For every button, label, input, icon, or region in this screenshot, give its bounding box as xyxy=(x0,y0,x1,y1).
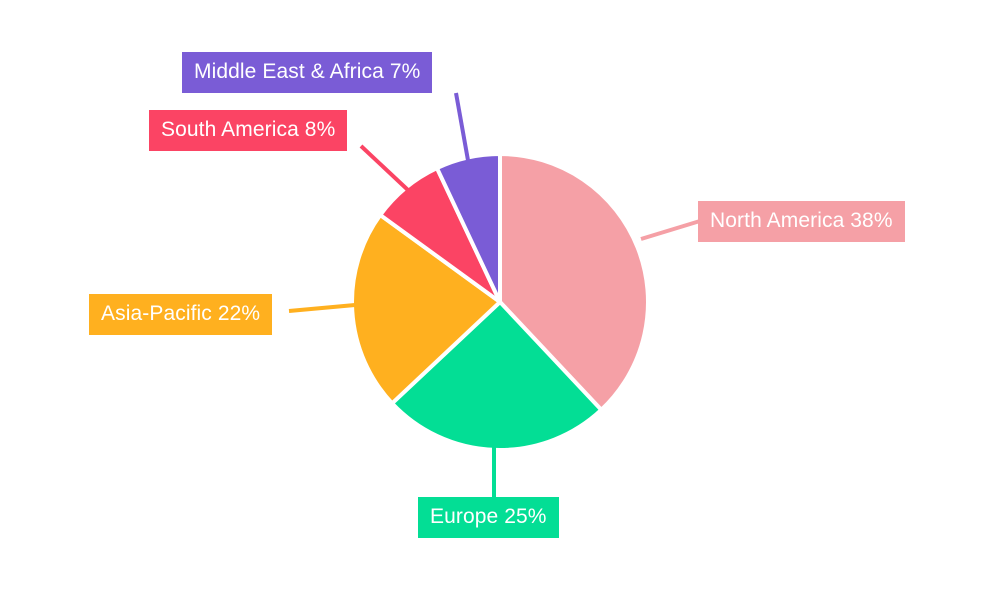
slice-label-europe[interactable]: Europe 25% xyxy=(418,497,559,538)
leader-line-middle-east-africa xyxy=(454,92,471,167)
pie-slices xyxy=(350,152,650,452)
slice-label-north-america[interactable]: North America 38% xyxy=(698,201,905,242)
leader-line-south-america xyxy=(359,144,411,193)
slice-label-asia-pacific[interactable]: Asia-Pacific 22% xyxy=(89,294,273,335)
pie-slice-north-america[interactable] xyxy=(498,152,650,412)
leader-line-asia-pacific xyxy=(288,303,356,313)
leader-line-north-america xyxy=(640,219,701,241)
slice-label-south-america-text: South America 8% xyxy=(161,118,336,141)
slice-label-middle-east-africa[interactable]: Middle East & Africa 7% xyxy=(182,52,433,93)
slice-label-middle-east-africa-text: Middle East & Africa 7% xyxy=(194,60,421,83)
slice-label-north-america-text: North America 38% xyxy=(710,209,893,232)
pie-slice-asia-pacific[interactable] xyxy=(350,213,502,406)
pie-leader-lines xyxy=(288,92,701,497)
slice-label-asia-pacific-text: Asia-Pacific 22% xyxy=(101,302,261,325)
slice-label-europe-text: Europe 25% xyxy=(430,505,547,528)
slice-label-south-america[interactable]: South America 8% xyxy=(149,110,348,151)
